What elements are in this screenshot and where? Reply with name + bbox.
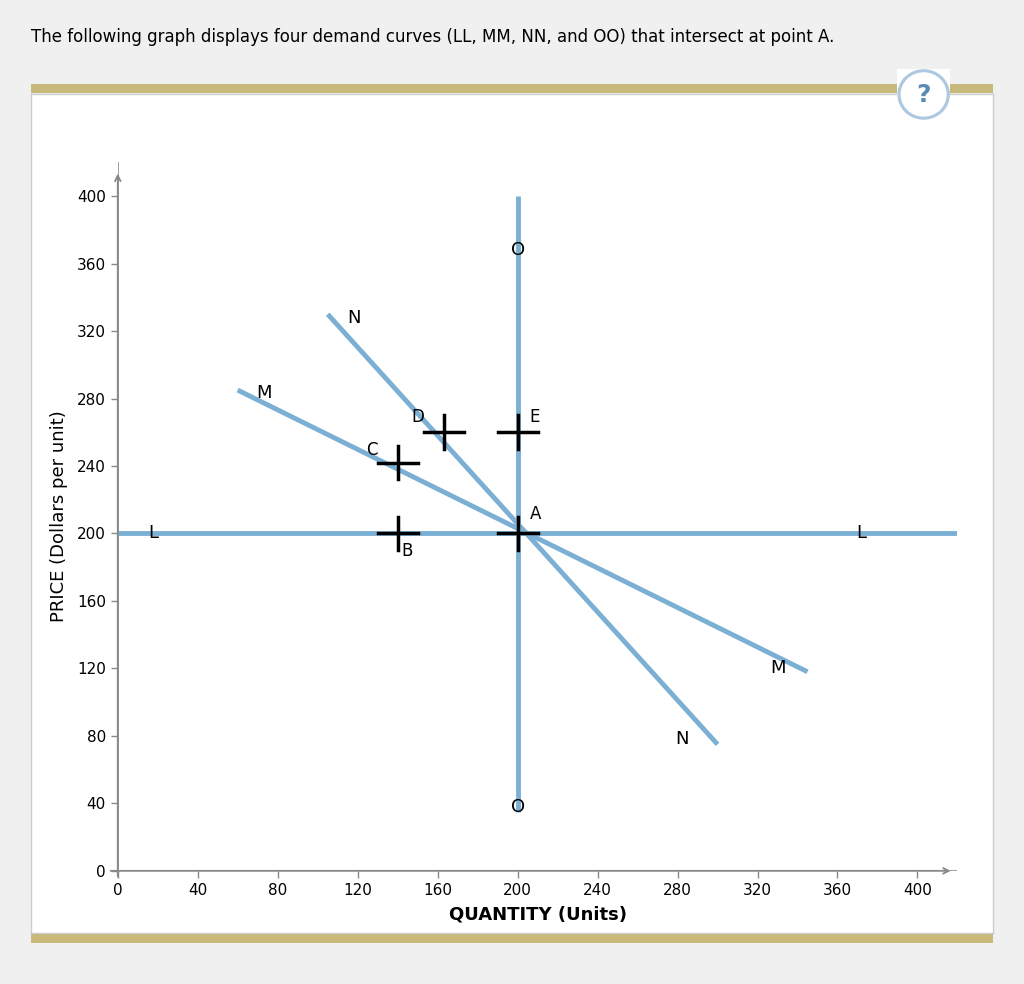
Text: D: D	[412, 407, 425, 425]
Text: N: N	[347, 309, 360, 327]
Text: M: M	[770, 659, 785, 677]
Text: O: O	[511, 798, 524, 816]
Text: The following graph displays four demand curves (LL, MM, NN, and OO) that inters: The following graph displays four demand…	[31, 28, 835, 45]
Text: L: L	[856, 524, 866, 542]
X-axis label: QUANTITY (Units): QUANTITY (Units)	[449, 906, 627, 924]
Text: C: C	[366, 441, 377, 460]
Text: B: B	[401, 542, 413, 561]
Text: O: O	[511, 241, 524, 259]
Text: N: N	[675, 730, 688, 748]
Text: E: E	[529, 407, 540, 425]
Text: L: L	[148, 524, 159, 542]
Text: M: M	[256, 385, 271, 402]
Text: ?: ?	[916, 84, 931, 107]
Y-axis label: PRICE (Dollars per unit): PRICE (Dollars per unit)	[50, 410, 69, 623]
Text: A: A	[529, 506, 541, 523]
Circle shape	[898, 70, 949, 119]
Circle shape	[901, 73, 946, 116]
